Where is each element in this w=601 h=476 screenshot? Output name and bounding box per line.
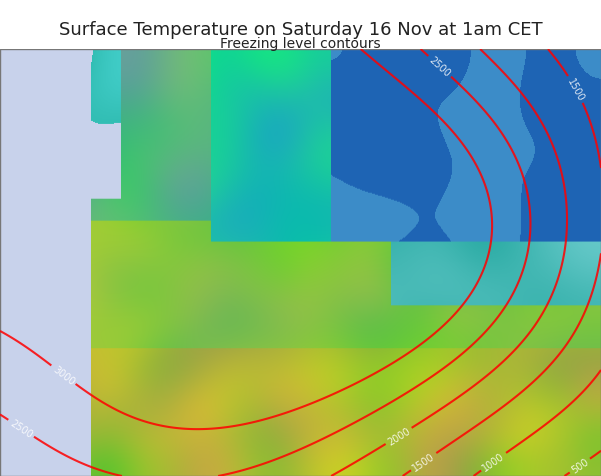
Text: 1000: 1000 <box>481 451 507 473</box>
Text: 1500: 1500 <box>566 77 586 103</box>
Text: 2000: 2000 <box>386 426 412 447</box>
Text: Surface Temperature on Saturday 16 Nov at 1am CET: Surface Temperature on Saturday 16 Nov a… <box>59 21 542 40</box>
Text: 3000: 3000 <box>50 364 76 387</box>
Text: 2500: 2500 <box>8 417 34 439</box>
Text: 2500: 2500 <box>427 55 452 79</box>
Text: 1500: 1500 <box>410 451 436 473</box>
Text: Freezing level contours: Freezing level contours <box>220 37 381 51</box>
Text: 500: 500 <box>569 456 590 475</box>
